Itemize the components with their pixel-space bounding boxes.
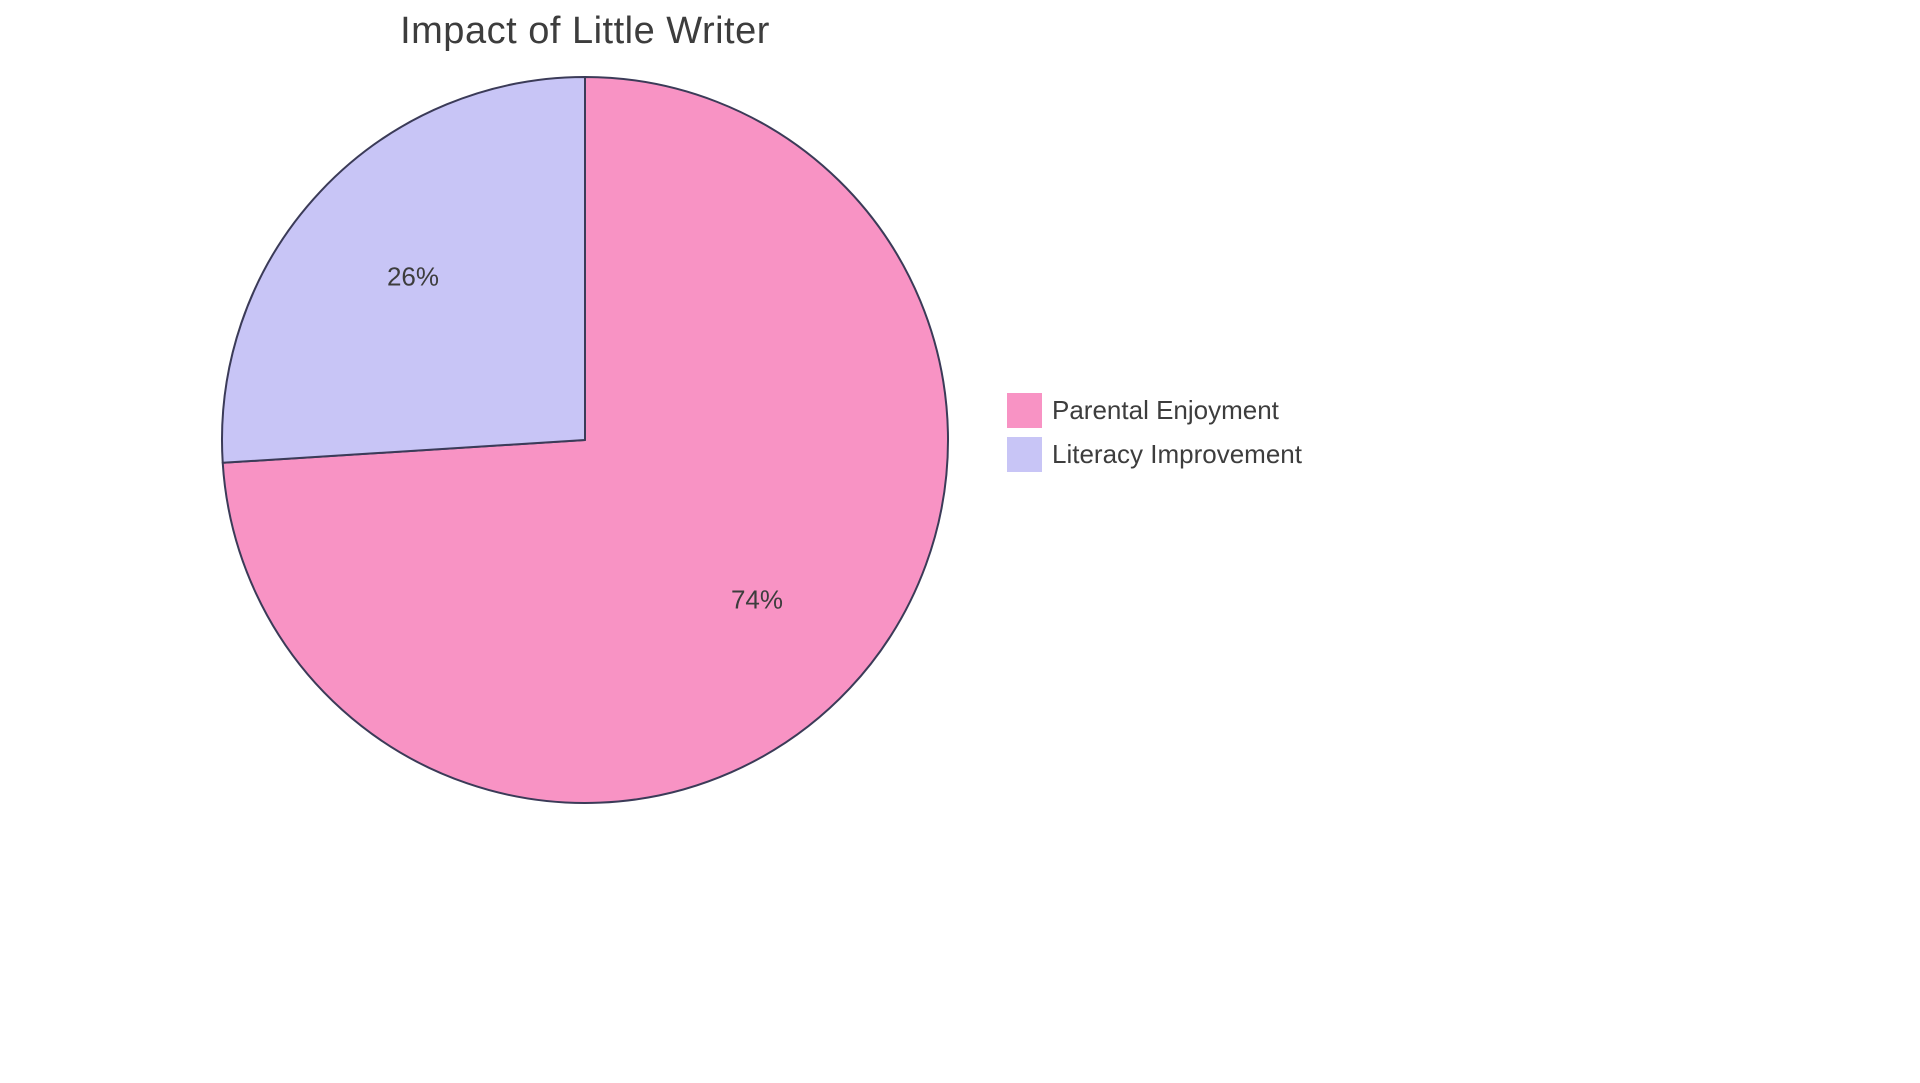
legend-item-literacy-improvement[interactable]: Literacy Improvement: [1007, 437, 1302, 472]
chart-title: Impact of Little Writer: [400, 10, 770, 52]
legend: Parental Enjoyment Literacy Improvement: [1007, 393, 1302, 472]
pie-slice-literacy-improvement[interactable]: [221, 76, 586, 464]
legend-label: Literacy Improvement: [1052, 439, 1302, 469]
legend-swatch-parental-enjoyment-icon: [1007, 393, 1042, 428]
slice-percent-label: 26%: [387, 261, 439, 291]
legend-swatch-literacy-improvement-icon: [1007, 437, 1042, 472]
legend-label: Parental Enjoyment: [1052, 395, 1279, 425]
slice-percent-label: 74%: [731, 584, 783, 614]
legend-item-parental-enjoyment[interactable]: Parental Enjoyment: [1007, 393, 1302, 428]
